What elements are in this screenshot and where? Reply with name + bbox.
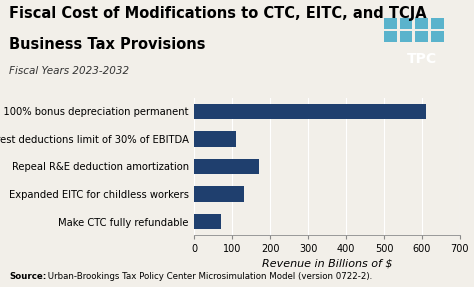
FancyBboxPatch shape	[384, 31, 397, 42]
X-axis label: Revenue in Billions of $: Revenue in Billions of $	[262, 259, 392, 269]
Bar	[194, 159, 259, 174]
Text: Source:: Source:	[9, 272, 47, 281]
Bar	[194, 187, 244, 201]
FancyBboxPatch shape	[431, 18, 444, 29]
Bar	[194, 214, 221, 229]
Bar	[194, 131, 236, 146]
Text: Urban-Brookings Tax Policy Center Microsimulation Model (version 0722-2).: Urban-Brookings Tax Policy Center Micros…	[45, 272, 372, 281]
Text: TPC: TPC	[407, 53, 437, 67]
Text: Fiscal Years 2023-2032: Fiscal Years 2023-2032	[9, 66, 129, 76]
FancyBboxPatch shape	[384, 18, 397, 29]
Bar	[194, 104, 426, 119]
FancyBboxPatch shape	[400, 18, 412, 29]
FancyBboxPatch shape	[431, 31, 444, 42]
FancyBboxPatch shape	[415, 18, 428, 29]
Text: Fiscal Cost of Modifications to CTC, EITC, and TCJA: Fiscal Cost of Modifications to CTC, EIT…	[9, 6, 427, 21]
FancyBboxPatch shape	[400, 31, 412, 42]
FancyBboxPatch shape	[415, 31, 428, 42]
Text: Business Tax Provisions: Business Tax Provisions	[9, 37, 206, 52]
